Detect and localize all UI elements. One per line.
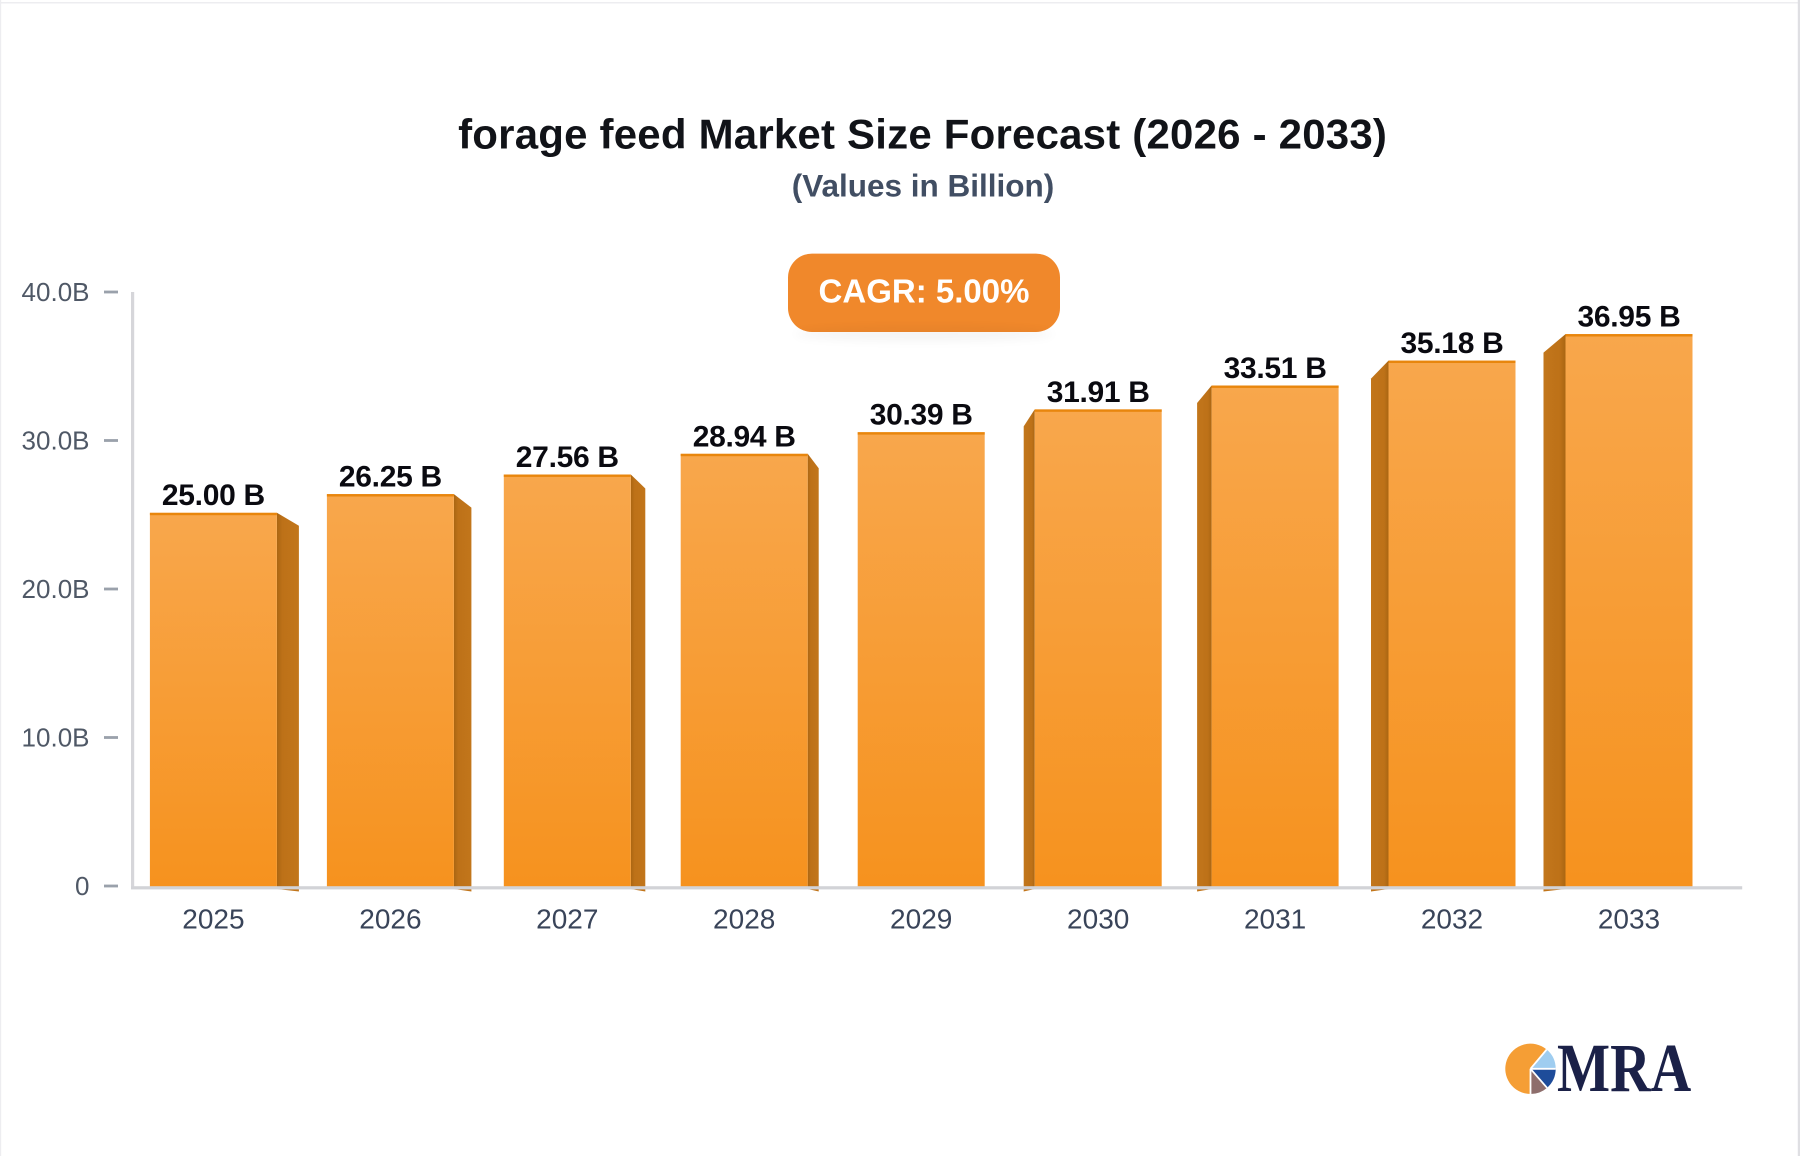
svg-text:31.91 B: 31.91 B: [1047, 376, 1150, 409]
svg-text:2031: 2031: [1244, 903, 1306, 934]
svg-text:28.94 B: 28.94 B: [693, 420, 796, 453]
svg-text:2027: 2027: [536, 903, 598, 934]
svg-text:2026: 2026: [359, 903, 421, 934]
svg-text:MRA: MRA: [1557, 1030, 1691, 1107]
svg-text:26.25 B: 26.25 B: [339, 461, 442, 494]
svg-text:2025: 2025: [182, 903, 244, 934]
svg-text:30.39 B: 30.39 B: [870, 399, 973, 432]
svg-text:33.51 B: 33.51 B: [1224, 352, 1327, 385]
svg-text:2033: 2033: [1598, 903, 1660, 934]
svg-text:30.0B: 30.0B: [22, 426, 90, 456]
svg-text:25.00 B: 25.00 B: [162, 479, 265, 512]
svg-text:0: 0: [75, 871, 89, 901]
svg-text:27.56 B: 27.56 B: [516, 441, 619, 474]
svg-text:2030: 2030: [1067, 903, 1129, 934]
svg-text:(Values in Billion): (Values in Billion): [792, 167, 1055, 203]
svg-text:2029: 2029: [890, 903, 952, 934]
svg-text:CAGR: 5.00%: CAGR: 5.00%: [819, 273, 1030, 310]
svg-text:2032: 2032: [1421, 903, 1483, 934]
svg-text:10.0B: 10.0B: [22, 723, 90, 753]
svg-text:36.95 B: 36.95 B: [1578, 301, 1681, 334]
svg-text:forage feed Market Size Foreca: forage feed Market Size Forecast (2026 -…: [458, 110, 1387, 157]
svg-text:40.0B: 40.0B: [22, 277, 90, 307]
svg-text:35.18 B: 35.18 B: [1401, 327, 1504, 360]
svg-text:2028: 2028: [713, 903, 775, 934]
svg-text:20.0B: 20.0B: [22, 574, 90, 604]
